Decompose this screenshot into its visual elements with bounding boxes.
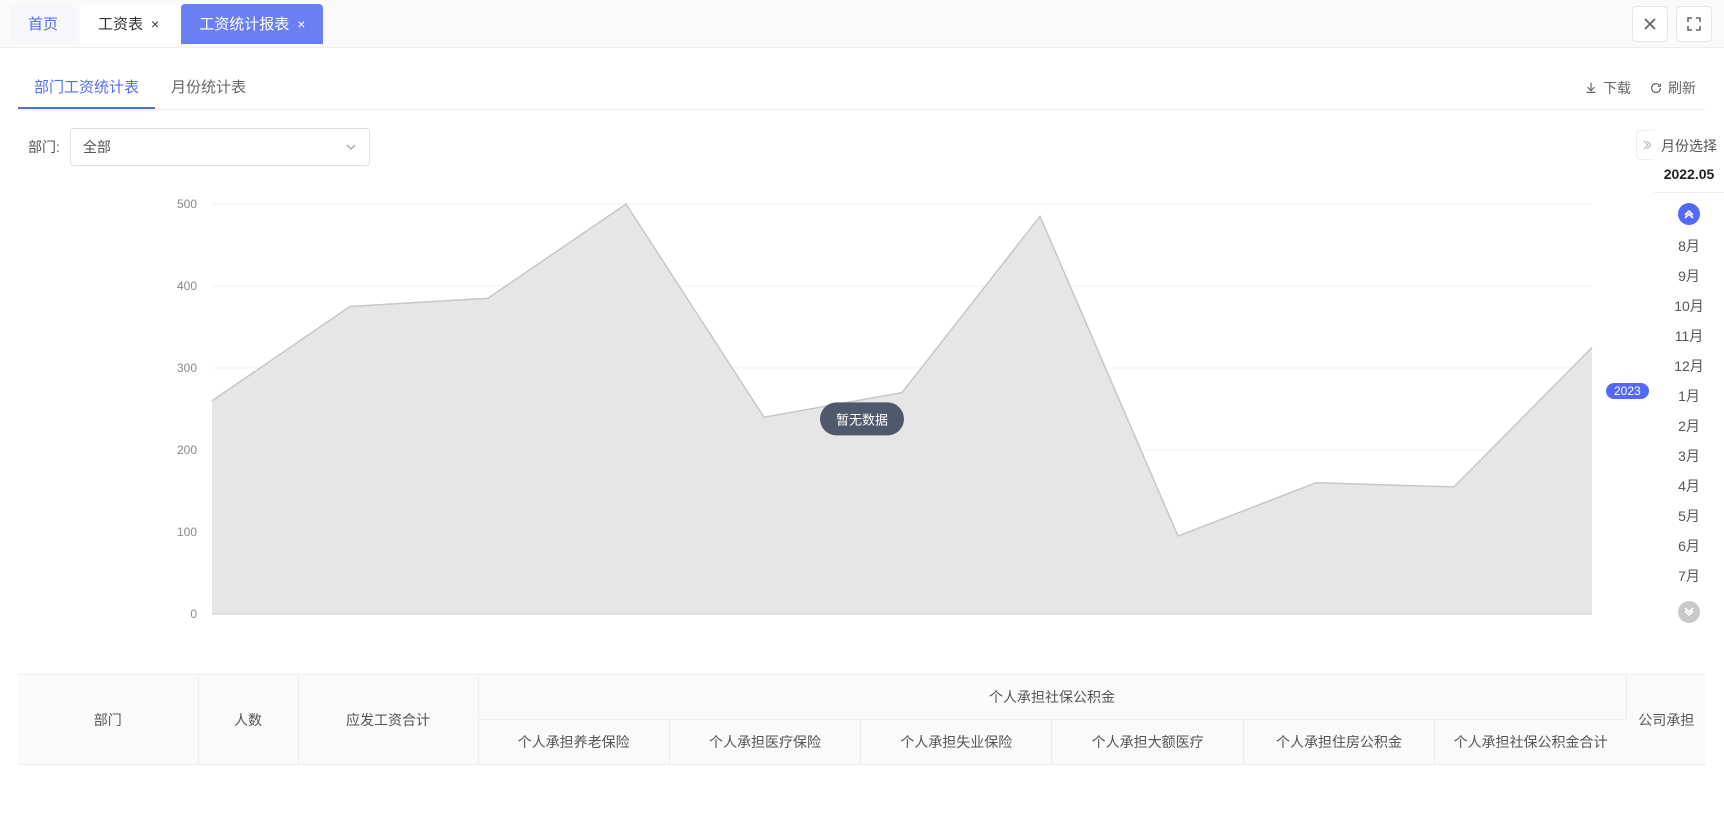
tab-salary-report[interactable]: 工资统计报表 × [181,4,323,44]
chart-container: 0 100 200 300 400 500 暂无数据 [18,174,1706,644]
year-badge: 2023 [1606,383,1649,399]
table-header: 个人承担大额医疗 [1052,720,1243,765]
download-icon [1584,81,1598,95]
close-icon[interactable]: × [297,16,305,32]
month-item[interactable]: 7月 [1654,561,1724,591]
download-button[interactable]: 下载 [1584,78,1631,98]
svg-text:500: 500 [177,197,197,211]
dept-filter-label: 部门: [28,137,60,157]
table-header: 应发工资合计 [298,675,478,765]
sub-tab-dept-label: 部门工资统计表 [34,79,139,96]
table-header: 公司承担 [1626,675,1706,765]
tab-salary-label: 工资表 [98,13,143,34]
top-right-icons [1624,6,1724,42]
dept-select-value: 全部 [83,137,111,157]
svg-text:100: 100 [177,525,197,539]
dept-select[interactable]: 全部 [70,128,370,166]
fullscreen-button[interactable] [1676,6,1712,42]
chevron-up-double-icon [1683,208,1695,220]
sub-tab-month[interactable]: 月份统计表 [155,66,262,109]
tab-salary[interactable]: 工资表 × [80,4,177,44]
close-icon [1643,17,1657,31]
sub-tab-dept[interactable]: 部门工资统计表 [18,66,155,109]
table-header: 人数 [198,675,298,765]
table-header: 部门 [18,675,198,765]
month-item[interactable]: 2月 [1654,411,1724,441]
tab-home[interactable]: 首页 [10,4,76,44]
month-item[interactable]: 1月2023 [1654,381,1724,411]
data-table: 部门人数应发工资合计个人承担社保公积金公司承担个人承担养老保险个人承担医疗保险个… [18,675,1706,765]
close-icon[interactable]: × [151,16,159,32]
month-panel-collapse[interactable] [1636,130,1654,160]
month-item[interactable]: 11月 [1654,321,1724,351]
table-header: 个人承担住房公积金 [1243,720,1434,765]
fullscreen-icon [1687,17,1701,31]
sub-tab-bar: 部门工资统计表 月份统计表 下载 刷新 [18,66,1706,110]
sub-tabs: 部门工资统计表 月份统计表 [18,66,262,109]
tab-home-label: 首页 [28,13,58,34]
sub-tab-month-label: 月份统计表 [171,79,246,96]
refresh-label: 刷新 [1668,78,1696,98]
svg-text:400: 400 [177,279,197,293]
content-region: 部门工资统计表 月份统计表 下载 刷新 部门: 全部 0 100 200 300 400… [0,48,1724,837]
month-item[interactable]: 6月 [1654,531,1724,561]
month-item[interactable]: 3月 [1654,441,1724,471]
table-header: 个人承担社保公积金合计 [1435,720,1626,765]
month-item[interactable]: 4月 [1654,471,1724,501]
month-item[interactable]: 8月 [1654,231,1724,261]
sub-actions: 下载 刷新 [1584,78,1706,98]
month-item[interactable]: 10月 [1654,291,1724,321]
month-list: 8月9月10月11月12月1月20232月3月4月5月6月7月 [1654,231,1724,591]
table-header: 个人承担失业保险 [861,720,1052,765]
month-item[interactable]: 9月 [1654,261,1724,291]
svg-text:0: 0 [190,607,197,621]
tab-salary-report-label: 工资统计报表 [199,13,289,34]
chevron-down-double-icon [1683,606,1695,618]
refresh-button[interactable]: 刷新 [1649,78,1696,98]
month-panel-title: 月份选择 [1654,130,1724,162]
svg-text:200: 200 [177,443,197,457]
month-selector-panel: 月份选择 2022.05 8月9月10月11月12月1月20232月3月4月5月… [1654,130,1724,629]
month-item[interactable]: 5月 [1654,501,1724,531]
chevron-right-icon [1641,140,1651,150]
refresh-icon [1649,81,1663,95]
filter-row: 部门: 全部 [18,110,1706,174]
month-item[interactable]: 12月 [1654,351,1724,381]
no-data-tooltip: 暂无数据 [820,402,904,435]
download-label: 下载 [1603,78,1631,98]
month-scroll-up[interactable] [1678,203,1700,225]
month-scroll-down[interactable] [1678,601,1700,623]
data-table-wrap: 部门人数应发工资合计个人承担社保公积金公司承担个人承担养老保险个人承担医疗保险个… [18,674,1706,765]
table-header: 个人承担养老保险 [478,720,669,765]
svg-text:300: 300 [177,361,197,375]
close-all-button[interactable] [1632,6,1668,42]
month-panel-selected: 2022.05 [1654,162,1724,193]
table-header: 个人承担医疗保险 [669,720,860,765]
chevron-down-icon [345,141,357,153]
table-header-group: 个人承担社保公积金 [478,675,1626,720]
top-tab-bar: 首页 工资表 × 工资统计报表 × [0,0,1724,48]
